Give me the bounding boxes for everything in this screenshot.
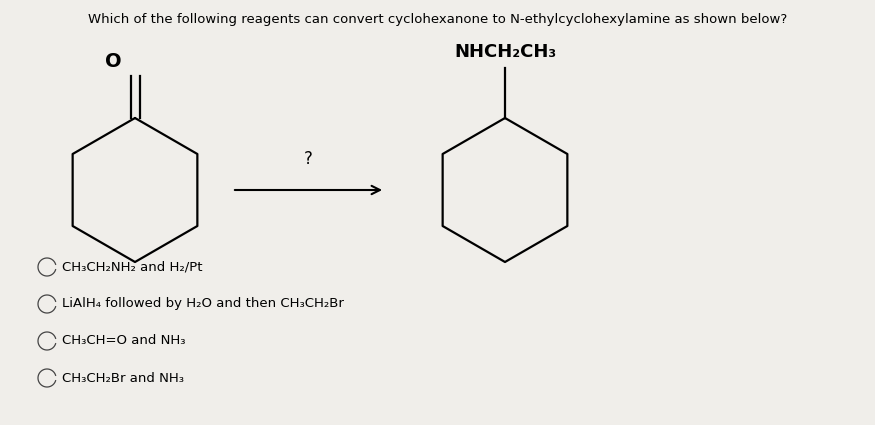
Text: CH₃CH₂Br and NH₃: CH₃CH₂Br and NH₃ — [62, 371, 184, 385]
Text: CH₃CH₂NH₂ and H₂/Pt: CH₃CH₂NH₂ and H₂/Pt — [62, 261, 202, 274]
Text: ?: ? — [304, 150, 313, 168]
Text: Which of the following reagents can convert cyclohexanone to N-ethylcyclohexylam: Which of the following reagents can conv… — [88, 13, 788, 26]
Text: NHCH₂CH₃: NHCH₂CH₃ — [454, 43, 556, 61]
Text: CH₃CH=O and NH₃: CH₃CH=O and NH₃ — [62, 334, 186, 348]
Text: O: O — [105, 52, 122, 71]
Text: LiAlH₄ followed by H₂O and then CH₃CH₂Br: LiAlH₄ followed by H₂O and then CH₃CH₂Br — [62, 298, 344, 311]
